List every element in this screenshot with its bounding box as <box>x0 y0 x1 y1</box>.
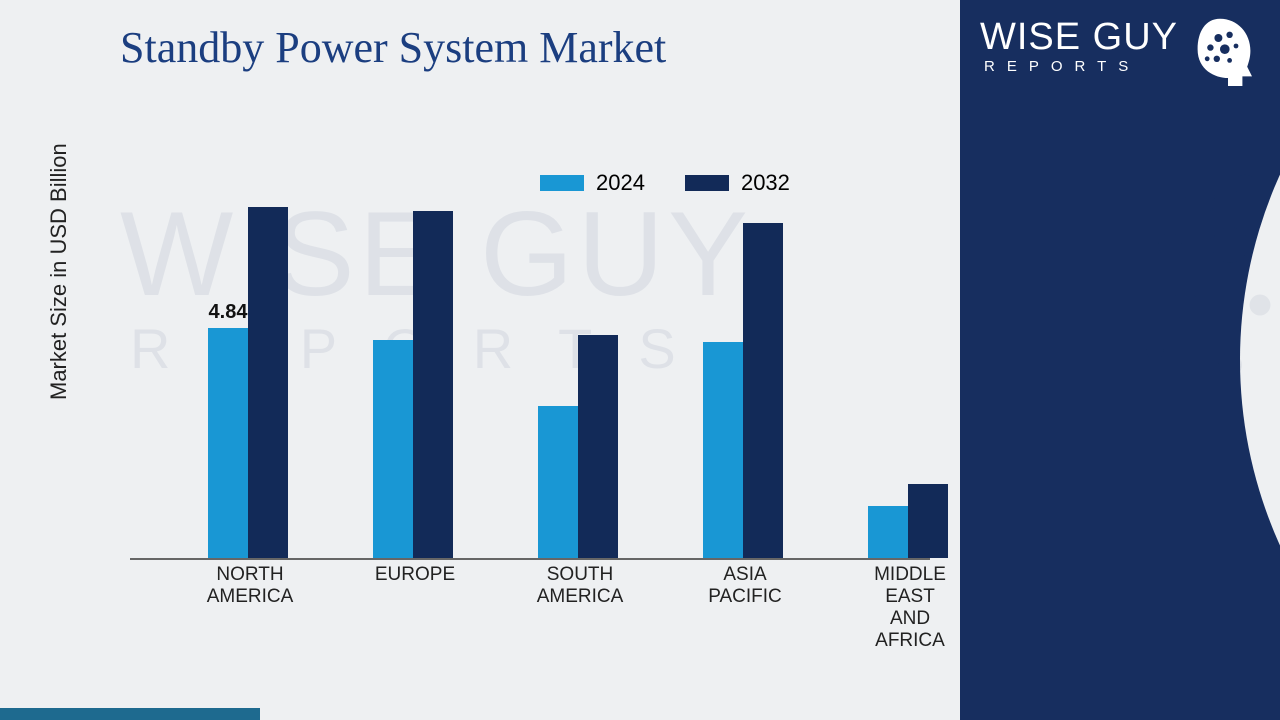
bar-mea-s2032 <box>908 484 948 558</box>
category-label-ap: ASIAPACIFIC <box>665 558 825 608</box>
bar-group-mea: MIDDLEEASTANDAFRICA <box>850 180 970 558</box>
bar-group-eu: EUROPE <box>355 180 475 558</box>
category-label-sa: SOUTHAMERICA <box>500 558 660 608</box>
bar-mea-s2024 <box>868 506 908 558</box>
bar-ap-s2024 <box>703 342 743 558</box>
accent-strip <box>0 708 260 720</box>
brand-logo: WISE GUY REPORTS <box>980 18 1260 98</box>
category-label-eu: EUROPE <box>335 558 495 586</box>
chart-area: Market Size in USD Billion 2024 2032 4.8… <box>70 150 940 670</box>
value-label-na: 4.84 <box>209 301 248 324</box>
brand-head-icon <box>1180 14 1260 94</box>
bar-na-s2024 <box>208 328 248 558</box>
bar-group-ap: ASIAPACIFIC <box>685 180 805 558</box>
watermark-dots-icon <box>1080 140 1280 440</box>
bar-eu-s2024 <box>373 340 413 559</box>
y-axis-label: Market Size in USD Billion <box>46 143 72 400</box>
stage: WISE GUY REPORTS Standby Power System Ma… <box>0 0 1280 720</box>
bar-group-sa: SOUTHAMERICA <box>520 180 640 558</box>
category-label-mea: MIDDLEEASTANDAFRICA <box>830 558 990 651</box>
bar-eu-s2032 <box>413 211 453 558</box>
bar-group-na: 4.84NORTHAMERICA <box>190 180 310 558</box>
bar-ap-s2032 <box>743 223 783 558</box>
plot-area: 4.84NORTHAMERICA EUROPE SOUTHAMERICA ASIAPA… <box>130 180 930 560</box>
bar-sa-s2032 <box>578 335 618 558</box>
bar-na-s2032 <box>248 207 288 559</box>
page-title: Standby Power System Market <box>120 22 666 73</box>
bar-sa-s2024 <box>538 406 578 558</box>
category-label-na: NORTHAMERICA <box>170 558 330 608</box>
